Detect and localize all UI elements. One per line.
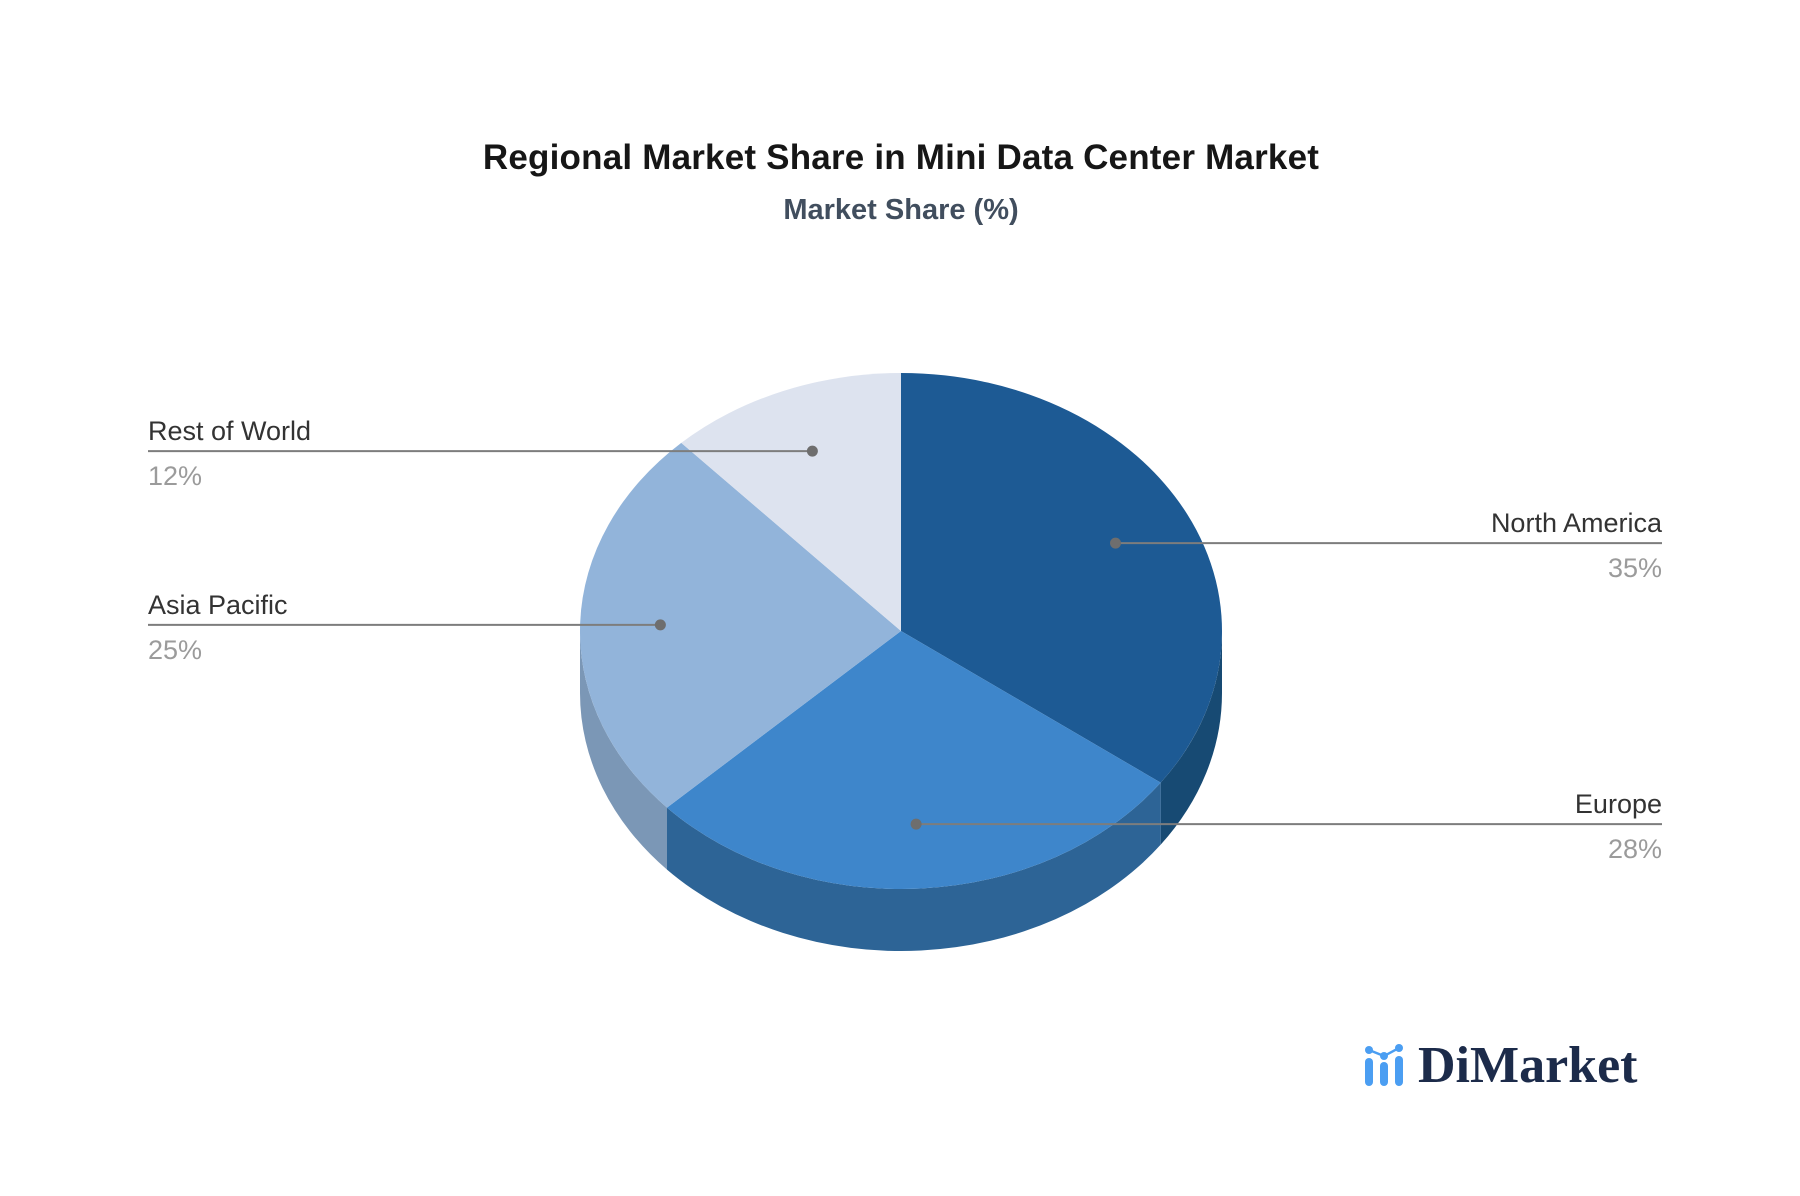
bar-line-chart-icon — [1365, 1044, 1403, 1086]
leader-dot-rest-of-world — [806, 445, 818, 457]
segment-value-asia-pacific: 25% — [148, 635, 202, 665]
segment-label-north-america: North America — [1491, 508, 1663, 538]
segment-value-europe: 28% — [1608, 834, 1662, 864]
leader-dot-asia-pacific — [654, 619, 666, 631]
pie-slice-asia-pacific[interactable] — [580, 442, 901, 808]
chart-subtitle: Market Share (%) — [783, 194, 1019, 226]
pie-slice-north-america[interactable] — [901, 373, 1222, 783]
segment-value-north-america: 35% — [1608, 553, 1662, 583]
segment-value-rest-of-world: 12% — [148, 461, 202, 491]
brand-logo: DiMarket — [1363, 1040, 1637, 1092]
leader-dot-europe — [910, 818, 922, 830]
pie-side-europe — [667, 782, 1161, 951]
chart-title: Regional Market Share in Mini Data Cente… — [482, 138, 1320, 177]
segment-label-europe: Europe — [1575, 789, 1662, 819]
segment-label-asia-pacific: Asia Pacific — [148, 590, 288, 620]
pie-slice-rest-of-world[interactable] — [681, 373, 901, 631]
pie-side-north-america — [1160, 631, 1222, 845]
leader-dot-north-america — [1110, 537, 1122, 549]
brand-name: DiMarket — [1418, 1037, 1638, 1094]
pie-side-asia-pacific — [580, 631, 668, 870]
segment-label-rest-of-world: Rest of World — [148, 416, 311, 446]
